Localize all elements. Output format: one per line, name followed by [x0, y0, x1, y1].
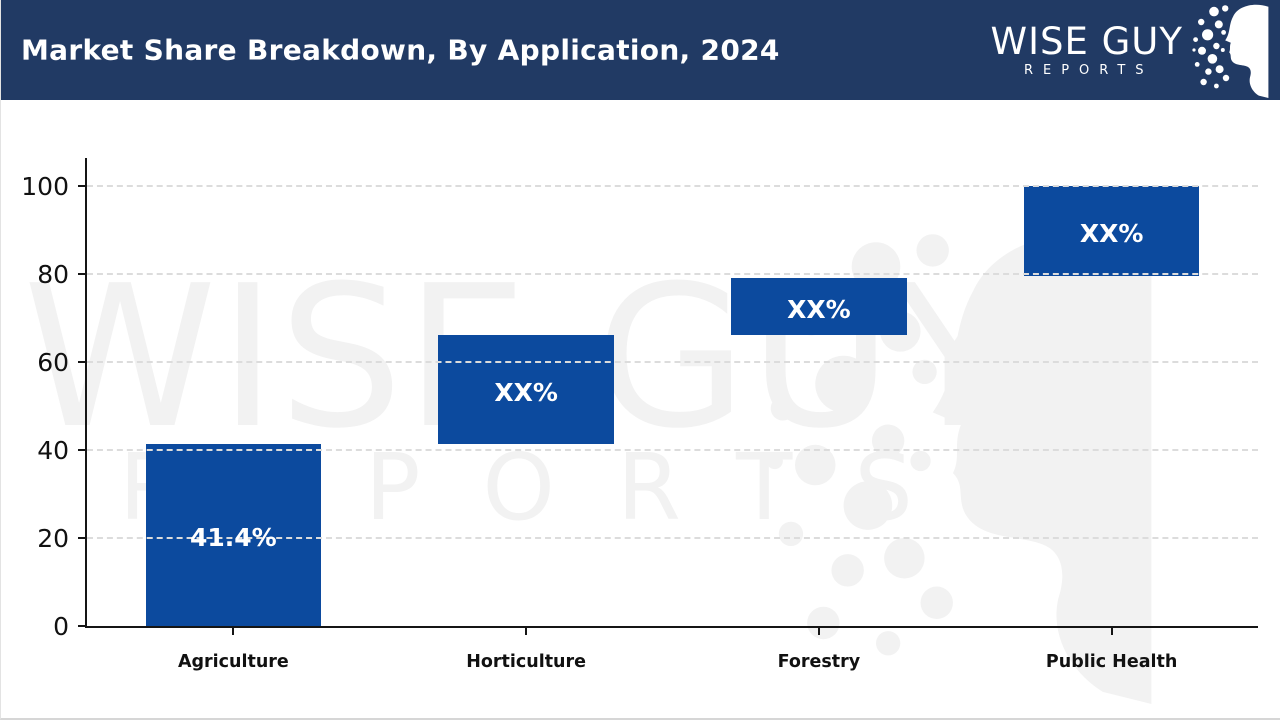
- header: Market Share Breakdown, By Application, …: [1, 0, 1280, 100]
- gridline-80: [87, 273, 1258, 276]
- x-axis: [85, 626, 1258, 628]
- y-tick-label-100: 100: [21, 172, 69, 202]
- y-tick-100: [78, 185, 85, 188]
- y-tick-label-40: 40: [37, 436, 69, 466]
- y-tick-40: [78, 449, 85, 452]
- bar-value-label-forestry: XX%: [787, 294, 851, 324]
- y-tick-label-60: 60: [37, 348, 69, 378]
- x-tick-agriculture: [232, 628, 235, 635]
- x-tick-public-health: [1110, 628, 1113, 635]
- bar-value-label-horticulture: XX%: [494, 377, 558, 407]
- x-tick-forestry: [817, 628, 820, 635]
- logo-subtitle: REPORTS: [1023, 62, 1154, 78]
- bar-agriculture: [145, 444, 322, 626]
- bar-value-label-agriculture: 41.4%: [190, 523, 277, 552]
- y-tick-label-80: 80: [37, 260, 69, 290]
- x-tick-label-public-health: Public Health: [1045, 652, 1178, 672]
- y-tick-label-0: 0: [53, 612, 69, 641]
- y-tick-20: [78, 537, 85, 540]
- plot-area: 0 20 40 60 80 100 41.4% Agriculture XX% Horticult…: [21, 158, 1258, 672]
- y-tick-0: [78, 625, 85, 627]
- y-tick-label-20: 20: [37, 524, 69, 554]
- gridline-60: [87, 361, 1258, 364]
- gridline-20: [87, 537, 1258, 540]
- y-tick-60: [78, 361, 85, 364]
- page-title: Market Share Breakdown, By Application, …: [21, 33, 780, 67]
- y-tick-80: [78, 273, 85, 276]
- wiseguy-face-icon: [1187, 2, 1273, 98]
- x-tick-label-horticulture: Horticulture: [466, 652, 587, 672]
- wiseguy-logo: WISE GUY REPORTS: [991, 0, 1273, 100]
- x-tick-horticulture: [525, 628, 528, 635]
- bar-value-label-public-health: XX%: [1079, 219, 1144, 248]
- y-axis: [85, 158, 87, 628]
- bar-horticulture: [438, 335, 614, 444]
- chart-area: WISE GUY REPORTS 0 20 40 60 80 100 41.4% Agricu…: [1, 100, 1280, 718]
- x-tick-label-forestry: Forestry: [777, 652, 861, 672]
- gridline-100: [87, 185, 1258, 188]
- logo-name: WISE GUY: [990, 19, 1183, 63]
- x-tick-label-agriculture: Agriculture: [177, 652, 289, 672]
- gridline-40: [87, 449, 1258, 452]
- logo-text: WISE GUY REPORTS: [991, 23, 1183, 78]
